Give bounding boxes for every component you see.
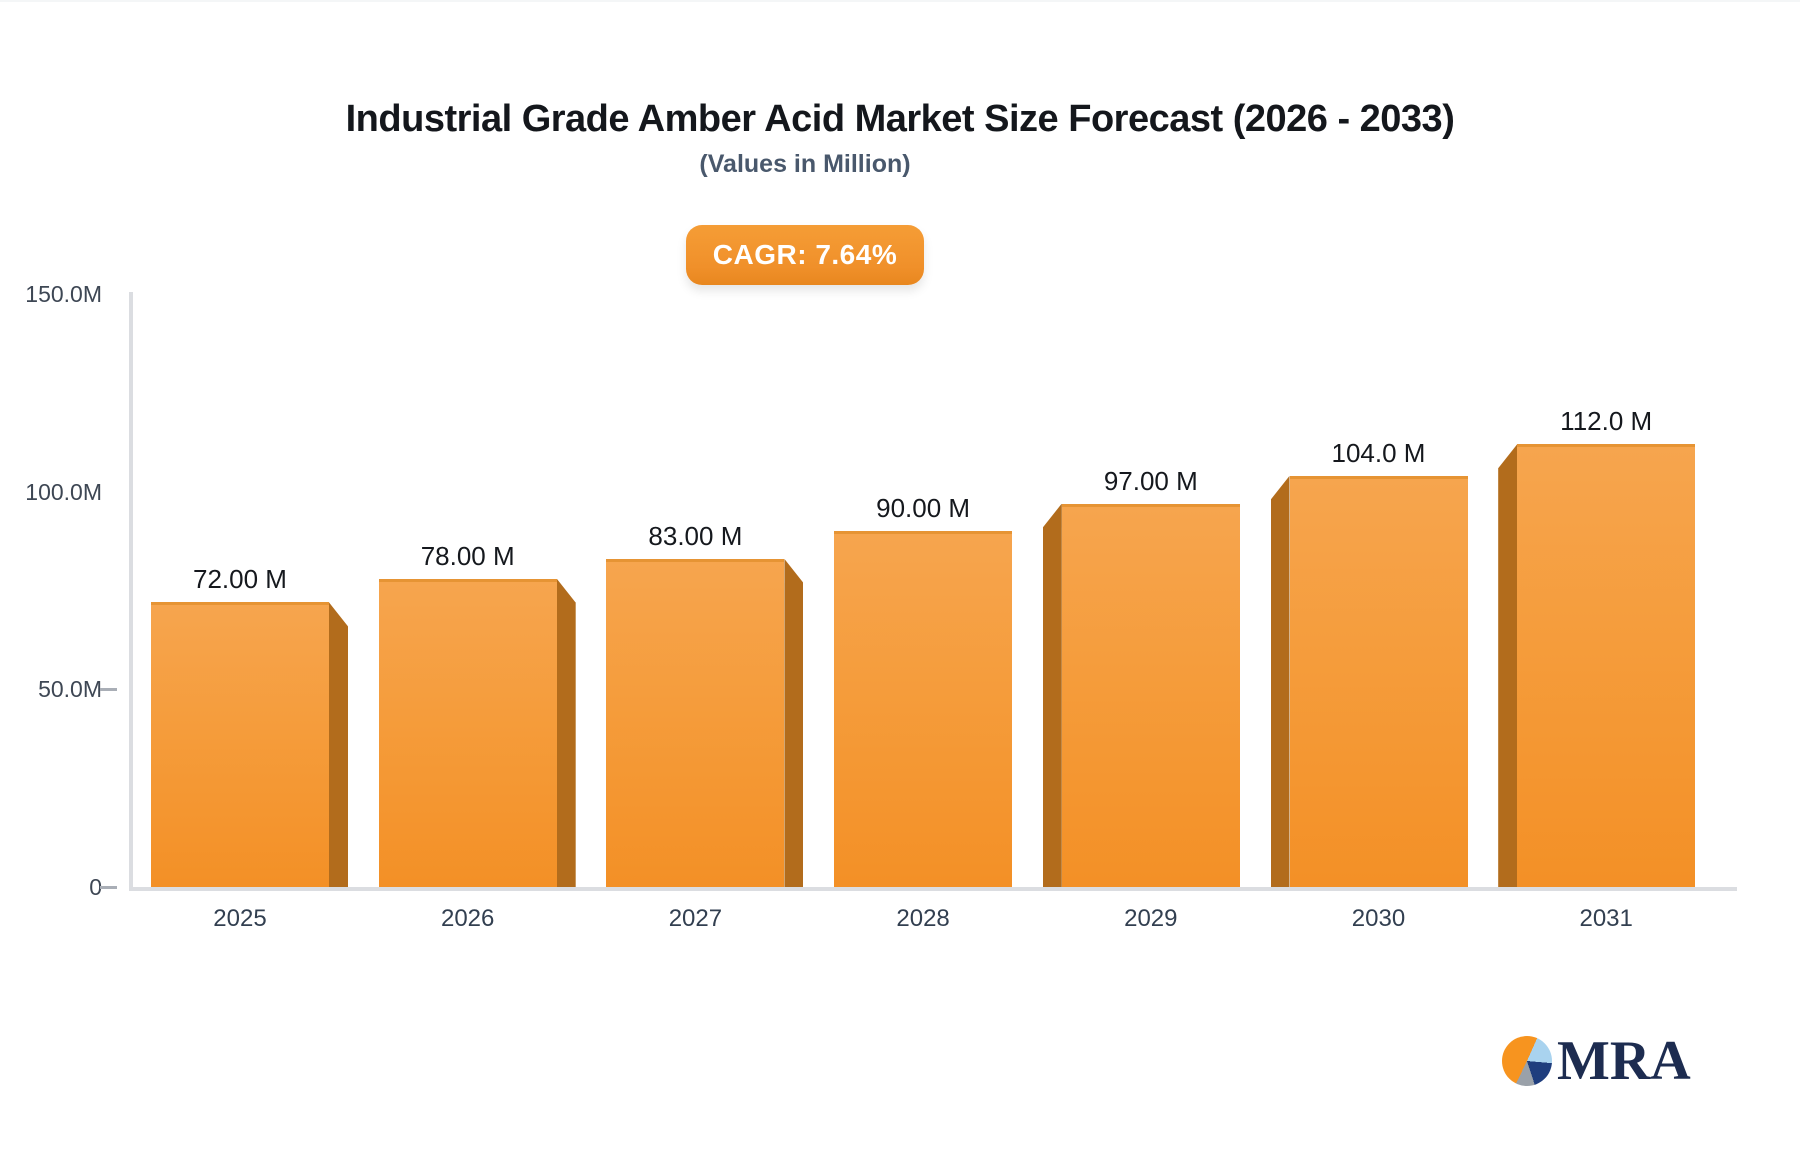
chart-subtitle: (Values in Million) [699, 150, 911, 178]
x-axis-line [129, 887, 1737, 891]
y-tick-mark [100, 688, 117, 692]
y-tick-mark [100, 886, 117, 889]
cagr-badge-label: CAGR: 7.64% [712, 239, 898, 270]
y-tick-label: 0 [89, 874, 102, 900]
bar-3d-side [556, 578, 576, 887]
bar-3d-side [784, 558, 804, 887]
y-axis-line [129, 292, 133, 891]
x-tick-label: 2028 [896, 905, 950, 932]
bar-value-label: 97.00 M [1103, 465, 1198, 496]
bar-3d-side [329, 602, 348, 887]
x-tick-label: 2029 [1124, 905, 1178, 932]
y-tick-label: 100.0M [25, 478, 102, 505]
bar-2025 [151, 602, 329, 887]
bar-3d-side [1498, 444, 1518, 887]
bar-value-label: 90.00 M [876, 493, 971, 524]
bar-value-label: 112.0 M [1560, 406, 1653, 437]
x-tick-label: 2027 [668, 905, 723, 932]
pie-chart-icon [1502, 1036, 1552, 1086]
x-tick-label: 2026 [440, 905, 495, 932]
bar-value-label: 83.00 M [648, 520, 743, 551]
x-tick-label: 2030 [1351, 905, 1406, 932]
bar-2029 [1061, 503, 1240, 887]
page-title: Industrial Grade Amber Acid Market Size … [345, 98, 1455, 140]
brand-text: MRA [1557, 1030, 1691, 1092]
x-tick-label: 2025 [213, 905, 267, 932]
bar-2031 [1517, 444, 1696, 887]
bar-2028 [834, 531, 1013, 887]
y-tick-label: 50.0M [38, 676, 102, 703]
cagr-badge: CAGR: 7.64% [686, 225, 924, 285]
bar-value-label: 72.00 M [193, 564, 287, 595]
y-tick-label: 150.0M [25, 281, 102, 307]
bar-3d-side [1042, 503, 1062, 887]
bar-value-label: 104.0 M [1331, 437, 1426, 468]
bar-value-label: 78.00 M [420, 540, 515, 571]
bar-2027 [606, 558, 785, 887]
bar-2026 [378, 578, 557, 887]
bar-2030 [1289, 475, 1468, 887]
brand-logo: MRA [1502, 1030, 1691, 1092]
x-tick-label: 2031 [1579, 905, 1633, 932]
bar-3d-side [1270, 475, 1290, 887]
